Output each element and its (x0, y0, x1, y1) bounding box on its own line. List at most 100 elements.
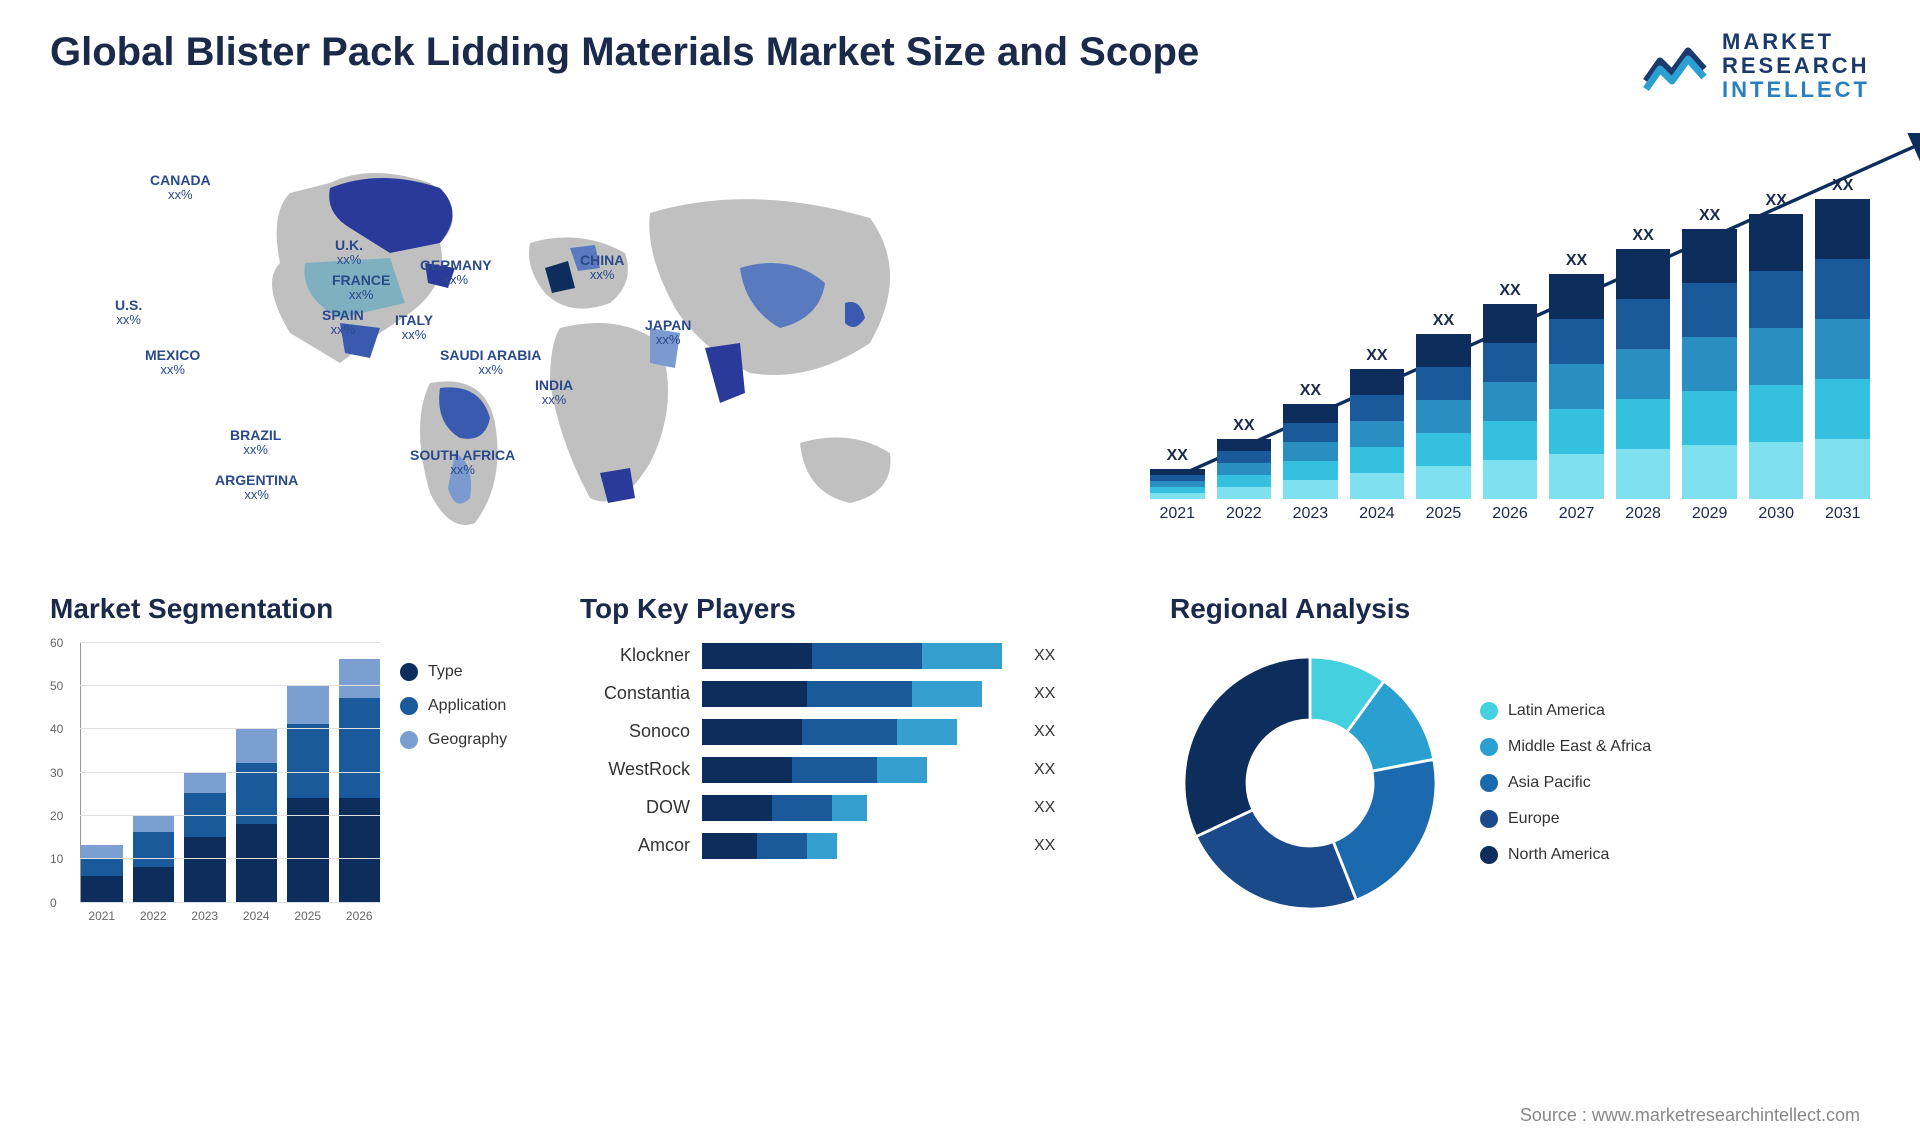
growth-bar-value: XX (1566, 252, 1587, 270)
map-label: U.S.xx% (115, 298, 142, 328)
growth-bar: XX 2024 (1350, 347, 1405, 523)
growth-bar: XX 2025 (1416, 312, 1471, 523)
growth-bar-year: 2027 (1559, 505, 1595, 523)
regional-legend: Latin AmericaMiddle East & AfricaAsia Pa… (1480, 702, 1651, 864)
growth-bar-value: XX (1499, 282, 1520, 300)
legend-item: Application (400, 697, 550, 715)
growth-bar-year: 2031 (1825, 505, 1861, 523)
map-label: MEXICOxx% (145, 348, 200, 378)
regional-panel: Regional Analysis Latin AmericaMiddle Ea… (1170, 593, 1810, 963)
seg-ytick: 30 (50, 766, 63, 780)
seg-bar (184, 772, 226, 902)
legend-item: Asia Pacific (1480, 774, 1651, 792)
seg-bar (287, 685, 329, 902)
seg-xlabel: 2024 (243, 909, 270, 923)
player-value: XX (1034, 723, 1055, 741)
seg-ytick: 20 (50, 809, 63, 823)
player-row: DOW XX (580, 795, 1140, 821)
legend-item: North America (1480, 846, 1651, 864)
map-label: FRANCExx% (332, 273, 390, 303)
seg-ytick: 60 (50, 636, 63, 650)
growth-bar-value: XX (1233, 417, 1254, 435)
seg-bar (81, 845, 123, 901)
legend-item: Geography (400, 731, 550, 749)
map-label: INDIAxx% (535, 378, 573, 408)
player-row: Klockner XX (580, 643, 1140, 669)
segmentation-panel: Market Segmentation 0 10 20 30 40 50 60 2021 202… (50, 593, 550, 963)
growth-bar: XX 2022 (1217, 417, 1272, 523)
player-name: Constantia (580, 683, 690, 704)
regional-title: Regional Analysis (1170, 593, 1810, 625)
segmentation-chart: 0102030405060202120222023202420252026 (50, 643, 380, 923)
player-row: Constantia XX (580, 681, 1140, 707)
segmentation-legend: Type Application Geography (400, 643, 550, 923)
map-label: ARGENTINAxx% (215, 473, 298, 503)
world-map-panel: CANADAxx% U.S.xx%MEXICOxx% BRAZILxx% ARGENT… (50, 133, 1110, 553)
growth-bar-value: XX (1632, 227, 1653, 245)
map-label: U.K.xx% (335, 238, 363, 268)
donut-slice (1184, 657, 1310, 837)
map-label: JAPANxx% (645, 318, 691, 348)
players-panel: Top Key Players KlocknerXXConstantiaXXSo… (580, 593, 1140, 963)
growth-bar-year: 2028 (1625, 505, 1661, 523)
legend-item: Type (400, 663, 550, 681)
growth-bar: XX 2029 (1682, 207, 1737, 523)
source-attribution: Source : www.marketresearchintellect.com (1520, 1105, 1860, 1126)
growth-bar: XX 2030 (1749, 192, 1804, 523)
seg-bar (339, 659, 381, 902)
growth-bar: XX 2027 (1549, 252, 1604, 523)
growth-bar-value: XX (1167, 447, 1188, 465)
growth-bar-year: 2025 (1426, 505, 1462, 523)
growth-bar-value: XX (1433, 312, 1454, 330)
regional-donut (1170, 643, 1450, 923)
growth-chart: XX2021XX2022XX2023XX2024XX2025XX2026XX20… (1150, 133, 1870, 553)
legend-item: Europe (1480, 810, 1651, 828)
player-value: XX (1034, 837, 1055, 855)
seg-xlabel: 2022 (140, 909, 167, 923)
map-label: GERMANYxx% (420, 258, 492, 288)
seg-xlabel: 2023 (191, 909, 218, 923)
player-name: WestRock (580, 759, 690, 780)
seg-xlabel: 2026 (346, 909, 373, 923)
logo-line1: MARKET (1722, 30, 1870, 54)
seg-xlabel: 2021 (88, 909, 115, 923)
player-row: WestRock XX (580, 757, 1140, 783)
brand-logo: MARKET RESEARCH INTELLECT (1642, 30, 1870, 103)
map-label: CANADAxx% (150, 173, 211, 203)
legend-item: Middle East & Africa (1480, 738, 1651, 756)
growth-bar: XX 2028 (1616, 227, 1671, 523)
seg-ytick: 0 (50, 896, 57, 910)
logo-line2: RESEARCH (1722, 54, 1870, 78)
player-value: XX (1034, 685, 1055, 703)
growth-bar-value: XX (1300, 382, 1321, 400)
growth-bar-year: 2024 (1359, 505, 1395, 523)
seg-ytick: 40 (50, 722, 63, 736)
growth-bar-year: 2030 (1758, 505, 1794, 523)
map-label: CHINAxx% (580, 253, 624, 283)
player-value: XX (1034, 647, 1055, 665)
player-value: XX (1034, 761, 1055, 779)
map-label: SPAINxx% (322, 308, 364, 338)
growth-bar-value: XX (1366, 347, 1387, 365)
player-name: DOW (580, 797, 690, 818)
growth-bar-value: XX (1699, 207, 1720, 225)
growth-bar-year: 2029 (1692, 505, 1728, 523)
growth-bar-year: 2022 (1226, 505, 1262, 523)
map-label: SOUTH AFRICAxx% (410, 448, 515, 478)
player-row: AmcorXX (580, 833, 1140, 859)
segmentation-title: Market Segmentation (50, 593, 550, 625)
seg-ytick: 50 (50, 679, 63, 693)
map-label: SAUDI ARABIAxx% (440, 348, 541, 378)
growth-bar-value: XX (1832, 177, 1853, 195)
page-title: Global Blister Pack Lidding Materials Ma… (50, 30, 1199, 75)
player-value: XX (1034, 799, 1055, 817)
growth-bar: XX2026 (1483, 282, 1538, 523)
logo-line3: INTELLECT (1722, 78, 1870, 102)
seg-ytick: 10 (50, 852, 63, 866)
player-name: Klockner (580, 645, 690, 666)
map-label: BRAZILxx% (230, 428, 281, 458)
map-label: ITALYxx% (395, 313, 433, 343)
seg-xlabel: 2025 (294, 909, 321, 923)
player-row: SonocoXX (580, 719, 1140, 745)
growth-bar-value: XX (1766, 192, 1787, 210)
